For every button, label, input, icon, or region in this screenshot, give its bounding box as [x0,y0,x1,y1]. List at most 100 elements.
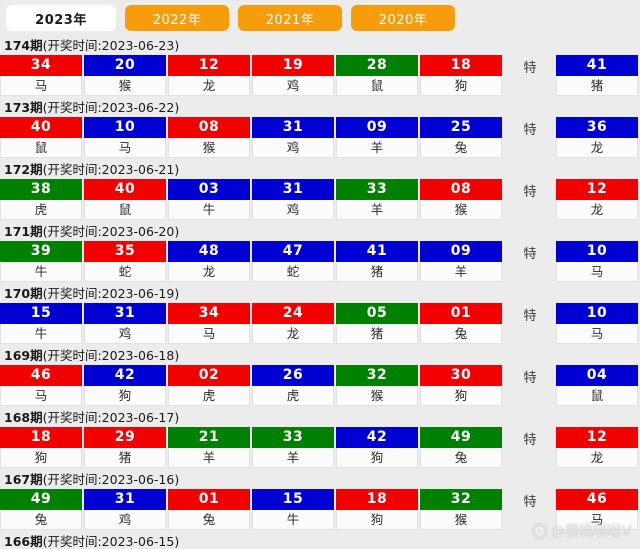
number-ball: 34 马 [0,55,82,96]
draw-result-list: 174期(开奖时间:2023-06-23) 34 马 20 猴 12 龙 19 鸡 28 鼠 18 狗特… [0,36,640,549]
special-ball: 46 马 [556,489,638,530]
ball-strip: 15 牛 31 鸡 34 马 24 龙 05 猪 01 兔特 10 马 [0,303,640,344]
ball-zodiac: 马 [0,76,82,96]
draw-period: 166期 [4,534,43,549]
ball-number: 28 [336,55,418,76]
ball-zodiac: 羊 [420,262,502,282]
year-tab-2022[interactable]: 2022年 [125,5,229,31]
ball-zodiac: 狗 [336,510,418,530]
number-ball: 31 鸡 [84,303,166,344]
ball-zodiac: 猪 [336,262,418,282]
draw-row: 173期(开奖时间:2023-06-22) 40 鼠 10 马 08 猴 31 鸡 09 羊 25 兔特… [0,98,640,160]
ball-zodiac: 牛 [168,200,250,220]
number-ball: 09 羊 [336,117,418,158]
ball-zodiac: 鼠 [556,386,638,406]
number-ball: 18 狗 [336,489,418,530]
ball-number: 15 [252,489,334,510]
number-ball: 12 龙 [168,55,250,96]
special-label: 特 [523,185,537,200]
number-ball: 42 狗 [84,365,166,406]
special-label: 特 [523,247,537,262]
number-ball: 32 猴 [420,489,502,530]
number-ball: 42 狗 [336,427,418,468]
ball-zodiac: 猴 [168,138,250,158]
ball-zodiac: 狗 [336,448,418,468]
ball-number: 46 [0,365,82,386]
ball-number: 10 [556,241,638,262]
ball-number: 49 [0,489,82,510]
ball-zodiac: 猪 [556,76,638,96]
draw-date: (开奖时间:2023-06-17) [42,410,180,425]
draw-period: 170期 [4,286,43,301]
ball-number: 40 [84,179,166,200]
ball-zodiac: 鸡 [252,200,334,220]
ball-strip: 34 马 20 猴 12 龙 19 鸡 28 鼠 18 狗 特 41 猪 [0,55,640,96]
year-tab-2023[interactable]: 2023年 [6,5,116,31]
ball-number: 25 [420,117,502,138]
number-ball: 15 牛 [0,303,82,344]
ball-zodiac: 鼠 [336,76,418,96]
ball-number: 35 [84,241,166,262]
ball-zodiac: 猴 [420,510,502,530]
ball-number: 39 [0,241,82,262]
number-ball: 35 蛇 [84,241,166,282]
ball-zodiac: 兔 [168,510,250,530]
ball-zodiac: 羊 [336,138,418,158]
ball-zodiac: 蛇 [84,262,166,282]
ball-number: 31 [84,489,166,510]
ball-number: 15 [0,303,82,324]
number-ball: 38 虎 [0,179,82,220]
ball-number: 09 [420,241,502,262]
number-ball: 33 羊 [252,427,334,468]
ball-zodiac: 猴 [336,386,418,406]
draw-date: (开奖时间:2023-06-20) [42,224,180,239]
year-tab-2020[interactable]: 2020年 [351,5,455,31]
number-ball: 41 猪 [336,241,418,282]
draw-period: 168期 [4,410,43,425]
ball-zodiac: 牛 [252,510,334,530]
ball-number: 01 [168,489,250,510]
ball-number: 49 [420,427,502,448]
draw-date: (开奖时间:2023-06-21) [42,162,180,177]
ball-zodiac: 猪 [336,324,418,344]
year-tab-2021[interactable]: 2021年 [238,5,342,31]
ball-number: 02 [168,365,250,386]
ball-number: 31 [252,179,334,200]
special-ball: 04 鼠 [556,365,638,406]
draw-date: (开奖时间:2023-06-22) [42,100,180,115]
ball-zodiac: 鼠 [0,138,82,158]
draw-header: 168期(开奖时间:2023-06-17) [0,408,640,427]
ball-number: 12 [556,179,638,200]
ball-number: 26 [252,365,334,386]
number-ball: 48 龙 [168,241,250,282]
number-ball: 08 猴 [420,179,502,220]
ball-number: 04 [556,365,638,386]
year-tab-bar: 2023年 2022年 2021年 2020年 [0,0,640,36]
ball-number: 41 [336,241,418,262]
ball-number: 30 [420,365,502,386]
draw-header: 166期(开奖时间:2023-06-15) [0,532,640,549]
number-ball: 34 马 [168,303,250,344]
number-ball: 49 兔 [0,489,82,530]
ball-number: 01 [420,303,502,324]
ball-number: 05 [336,303,418,324]
ball-number: 46 [556,489,638,510]
ball-zodiac: 兔 [420,448,502,468]
draw-period: 173期 [4,100,43,115]
number-ball: 47 蛇 [252,241,334,282]
ball-zodiac: 鸡 [252,138,334,158]
number-ball: 24 龙 [252,303,334,344]
number-ball: 31 鸡 [252,179,334,220]
ball-number: 41 [556,55,638,76]
ball-number: 47 [252,241,334,262]
draw-row: 174期(开奖时间:2023-06-23) 34 马 20 猴 12 龙 19 鸡 28 鼠 18 狗特… [0,36,640,98]
ball-zodiac: 马 [0,386,82,406]
special-label: 特 [523,123,537,138]
number-ball: 09 羊 [420,241,502,282]
ball-number: 08 [420,179,502,200]
number-ball: 15 牛 [252,489,334,530]
number-ball: 40 鼠 [84,179,166,220]
ball-number: 32 [420,489,502,510]
ball-zodiac: 猴 [420,200,502,220]
draw-row: 168期(开奖时间:2023-06-17) 18 狗 29 猪 21 羊 33 羊 42 狗 49 兔特… [0,408,640,470]
